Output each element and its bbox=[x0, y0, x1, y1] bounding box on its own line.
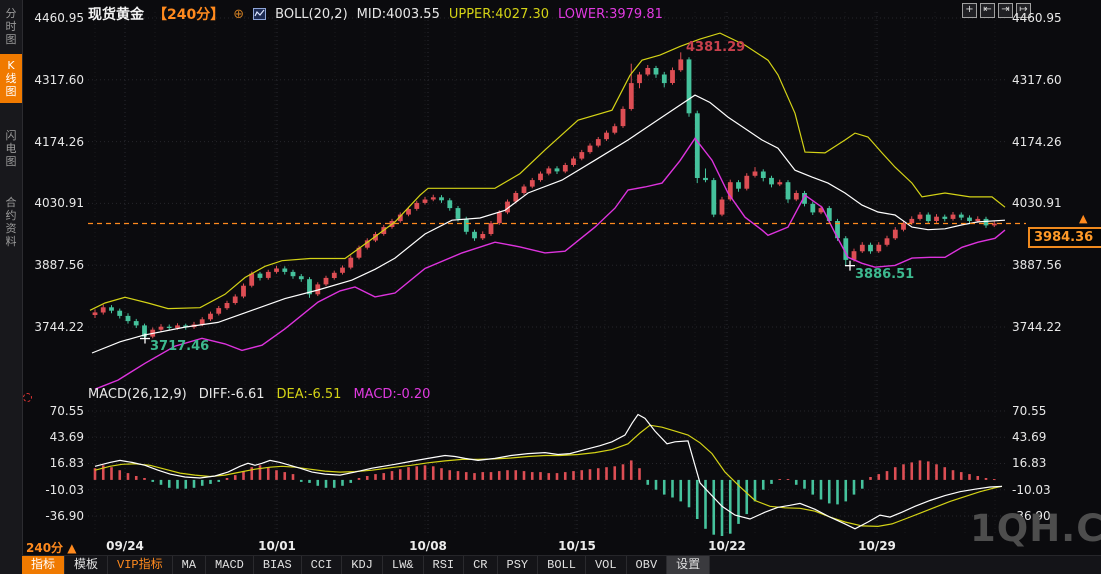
scroll-right-icon[interactable]: ⇥ bbox=[998, 3, 1013, 18]
price-tick-left: 4030.91 bbox=[34, 196, 84, 211]
price-tick-left: 3887.56 bbox=[34, 258, 84, 273]
macd-params: MACD(26,12,9) bbox=[88, 387, 187, 402]
price-tick-left: 3744.22 bbox=[34, 320, 84, 334]
price-tick-right: 4030.91 bbox=[1012, 196, 1062, 211]
date-label: 10/15 bbox=[558, 539, 596, 553]
toolbar-item-BOLL[interactable]: BOLL bbox=[538, 556, 586, 574]
price-tick-right: 3744.22 bbox=[1012, 320, 1062, 334]
toolbar-item-CR[interactable]: CR bbox=[464, 556, 498, 574]
macd-tick-right: 43.69 bbox=[1012, 430, 1047, 445]
sidebar-tab-kline-chart[interactable]: K线图 bbox=[0, 54, 22, 103]
boll-lower-value: LOWER:3979.81 bbox=[558, 6, 663, 22]
toolbar-item-LW&[interactable]: LW& bbox=[383, 556, 424, 574]
shift-right-icon[interactable]: ↦ bbox=[1016, 3, 1031, 18]
date-label: 10/22 bbox=[708, 539, 746, 553]
toolbar-item-MA[interactable]: MA bbox=[173, 556, 207, 574]
date-label: 10/08 bbox=[409, 539, 447, 553]
toolbar-item-PSY[interactable]: PSY bbox=[498, 556, 539, 574]
price-tick-right: 4460.95 bbox=[1012, 11, 1062, 25]
high-price-annotation: 4381.29 bbox=[686, 40, 746, 55]
xaxis-period-label[interactable]: 240分 ▲ bbox=[26, 541, 77, 555]
period-up-arrow-icon: ▲ bbox=[67, 541, 77, 555]
sidebar-tab-flash-chart[interactable]: 闪电图 bbox=[5, 129, 17, 168]
macd-tick-left: 70.55 bbox=[49, 404, 84, 418]
toolbar-item-设置[interactable]: 设置 bbox=[667, 556, 711, 574]
macd-header: MACD(26,12,9) DIFF:-6.61 DEA:-6.51 MACD:… bbox=[88, 387, 430, 402]
sidebar-tab-time-chart[interactable]: 分时图 bbox=[5, 7, 17, 46]
boll-params: BOLL(20,2) bbox=[275, 6, 348, 22]
site-watermark: 1QH.CN bbox=[970, 507, 1101, 550]
toolbar-item-OBV[interactable]: OBV bbox=[627, 556, 668, 574]
toolbar-item-KDJ[interactable]: KDJ bbox=[342, 556, 383, 574]
macd-tick-right: -10.03 bbox=[1012, 482, 1051, 497]
record-indicator-icon bbox=[23, 393, 32, 402]
macd-tick-right: -36.90 bbox=[1012, 509, 1051, 523]
chart-tool-icons: + ⇤ ⇥ ↦ bbox=[962, 3, 1031, 18]
toolbar-item-VOL[interactable]: VOL bbox=[586, 556, 627, 574]
period-label: 【240分】 bbox=[153, 7, 225, 23]
toolbar-item-RSI[interactable]: RSI bbox=[424, 556, 465, 574]
price-tick-right: 4317.60 bbox=[1012, 72, 1062, 87]
boll-icon bbox=[253, 8, 267, 20]
sidebar: 分时图 K线图 闪电图 合约资料 bbox=[0, 0, 23, 574]
toolbar-item-指标[interactable]: 指标 bbox=[22, 556, 66, 574]
macd-macd-value: MACD:-0.20 bbox=[353, 387, 431, 402]
boll-upper-value: UPPER:4027.30 bbox=[448, 6, 550, 22]
boll-mid-value: MID:4003.55 bbox=[356, 6, 440, 22]
chart-header: 现货黄金 【240分】 ⊕ BOLL(20,2) MID:4003.55 UPP… bbox=[88, 4, 663, 24]
toolbar-item-VIP指标[interactable]: VIP指标 bbox=[108, 556, 173, 574]
macd-tick-left: -10.03 bbox=[45, 482, 84, 497]
date-label: 10/01 bbox=[258, 539, 296, 553]
macd-tick-left: -36.90 bbox=[45, 509, 84, 523]
price-tick-right: 4174.26 bbox=[1012, 134, 1062, 149]
add-indicator-icon[interactable]: ⊕ bbox=[233, 6, 245, 22]
price-tick-left: 4460.95 bbox=[34, 11, 84, 25]
price-tick-left: 4174.26 bbox=[34, 134, 84, 149]
indicator-toolbar: 指标 模板 VIP指标 MA MACD BIAS CCI KDJ LW& RSI CR PSY BOLL… bbox=[22, 555, 1101, 574]
macd-tick-right: 70.55 bbox=[1012, 404, 1047, 418]
sidebar-tab-contract-info[interactable]: 合约资料 bbox=[5, 196, 17, 248]
macd-diff-value: DIFF:-6.61 bbox=[198, 387, 265, 402]
symbol-name: 现货黄金 bbox=[88, 7, 144, 23]
last-price-arrow-icon: ▲ bbox=[1079, 212, 1088, 225]
toolbar-item-MACD[interactable]: MACD bbox=[206, 556, 254, 574]
macd-tick-left: 16.83 bbox=[49, 456, 84, 471]
early-low-price-annotation: 3717.46 bbox=[150, 339, 210, 354]
low-price-annotation: 3886.51 bbox=[855, 267, 915, 282]
last-price-badge: 3984.36 bbox=[1028, 227, 1101, 248]
macd-dea-value: DEA:-6.51 bbox=[276, 387, 342, 402]
date-label: 09/24 bbox=[106, 539, 144, 553]
price-tick-right: 3887.56 bbox=[1012, 258, 1062, 273]
date-label: 10/29 bbox=[858, 539, 896, 553]
toolbar-item-BIAS[interactable]: BIAS bbox=[254, 556, 302, 574]
toolbar-item-CCI[interactable]: CCI bbox=[302, 556, 343, 574]
macd-tick-right: 16.83 bbox=[1012, 456, 1047, 471]
macd-tick-left: 43.69 bbox=[49, 430, 84, 445]
crosshair-icon[interactable]: + bbox=[962, 3, 977, 18]
toolbar-item-模板[interactable]: 模板 bbox=[65, 556, 109, 574]
scroll-left-icon[interactable]: ⇤ bbox=[980, 3, 995, 18]
price-tick-left: 4317.60 bbox=[34, 72, 84, 87]
